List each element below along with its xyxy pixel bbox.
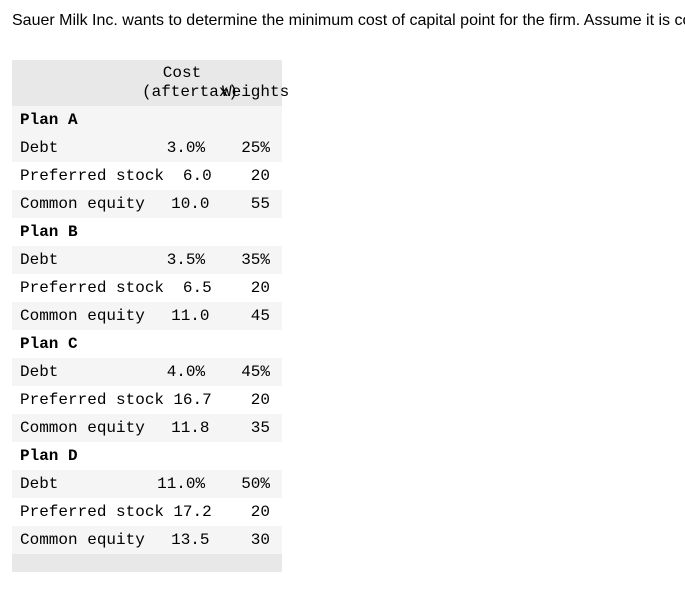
row-cost: 16.7	[150, 388, 224, 412]
plan-header-row: Plan C	[12, 330, 282, 358]
table-row: Preferred stock 6.0 20	[12, 162, 282, 190]
header-blank	[12, 64, 142, 102]
row-cost: 3.5%	[135, 248, 218, 272]
row-label: Common equity	[12, 192, 145, 216]
row-cost: 6.5	[150, 276, 224, 300]
row-label: Debt	[12, 360, 135, 384]
row-weight: 20	[224, 500, 282, 524]
row-cost: 10.0	[145, 192, 222, 216]
plan-name: Plan B	[12, 220, 135, 244]
table-row: Debt 3.0% 25%	[12, 134, 282, 162]
row-weight: 20	[224, 164, 282, 188]
plan-name: Plan C	[12, 332, 135, 356]
table-row: Preferred stock 6.5 20	[12, 274, 282, 302]
row-label: Debt	[12, 248, 135, 272]
row-weight: 35%	[217, 248, 282, 272]
row-weight: 30	[222, 528, 283, 552]
row-label: Preferred stock	[12, 388, 150, 412]
row-cost: 6.0	[150, 164, 224, 188]
question-prompt: Sauer Milk Inc. wants to determine the m…	[12, 12, 673, 30]
plan-name: Plan A	[12, 108, 135, 132]
table-row: Common equity 13.5 30	[12, 526, 282, 554]
table-row: Common equity 11.8 35	[12, 414, 282, 442]
plan-name: Plan D	[12, 444, 135, 468]
row-label: Common equity	[12, 416, 145, 440]
table-row: Preferred stock 16.7 20	[12, 386, 282, 414]
header-cost: Cost (aftertax)	[142, 64, 222, 102]
table-row: Common equity 10.0 55	[12, 190, 282, 218]
plan-header-row: Plan D	[12, 442, 282, 470]
row-cost: 4.0%	[135, 360, 218, 384]
row-label: Common equity	[12, 528, 145, 552]
row-cost: 17.2	[150, 500, 224, 524]
table-row: Debt 3.5% 35%	[12, 246, 282, 274]
table-row: Debt 11.0% 50%	[12, 470, 282, 498]
row-weight: 45%	[217, 360, 282, 384]
row-cost: 11.8	[145, 416, 222, 440]
row-label: Common equity	[12, 304, 145, 328]
table-footer-blank	[12, 554, 282, 572]
table-row: Common equity 11.0 45	[12, 302, 282, 330]
row-cost: 11.0%	[135, 472, 218, 496]
row-weight: 50%	[217, 472, 282, 496]
row-label: Preferred stock	[12, 500, 150, 524]
row-label: Debt	[12, 136, 135, 160]
row-weight: 20	[224, 388, 282, 412]
row-cost: 3.0%	[135, 136, 218, 160]
row-label: Preferred stock	[12, 164, 150, 188]
header-cost-line1: Cost	[142, 64, 222, 83]
row-label: Debt	[12, 472, 135, 496]
row-weight: 35	[222, 416, 283, 440]
table-header-row: Cost (aftertax) Weights	[12, 60, 282, 106]
header-weights: Weights	[222, 64, 282, 102]
plan-header-row: Plan B	[12, 218, 282, 246]
table-row: Debt 4.0% 45%	[12, 358, 282, 386]
row-weight: 25%	[217, 136, 282, 160]
row-weight: 20	[224, 276, 282, 300]
header-cost-line2: (aftertax)	[142, 83, 222, 102]
row-cost: 11.0	[145, 304, 222, 328]
row-label: Preferred stock	[12, 276, 150, 300]
row-weight: 45	[222, 304, 283, 328]
table-row: Preferred stock 17.2 20	[12, 498, 282, 526]
row-weight: 55	[222, 192, 283, 216]
plan-header-row: Plan A	[12, 106, 282, 134]
financial-plans-table: Cost (aftertax) Weights Plan A Debt 3.0%…	[12, 60, 282, 572]
row-cost: 13.5	[145, 528, 222, 552]
